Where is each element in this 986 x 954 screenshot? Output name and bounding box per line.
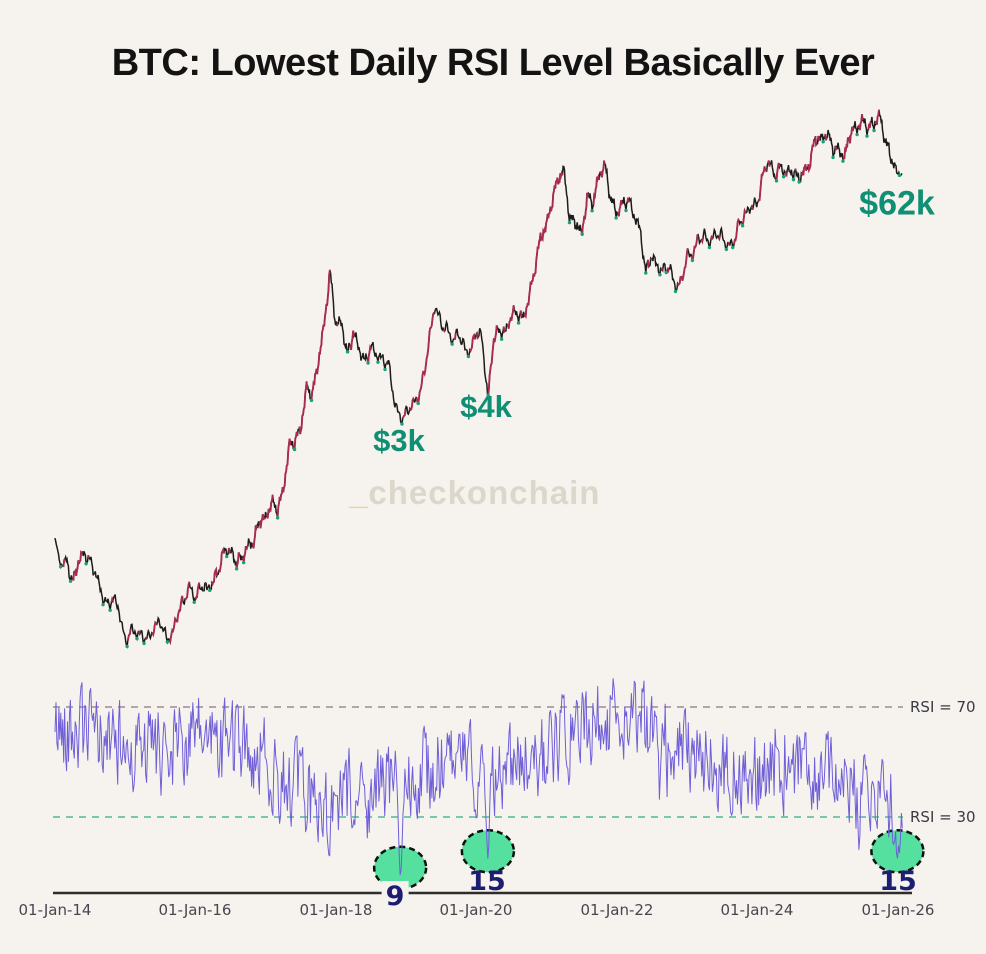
watermark: _checkonchain [349, 474, 600, 512]
rsi-line [54, 678, 903, 876]
price-annotation-4k: $4k [460, 389, 512, 424]
chart-title: BTC: Lowest Daily RSI Level Basically Ev… [111, 42, 875, 84]
rsi-low-value-2026: 15 [879, 866, 917, 897]
price-line [54, 109, 903, 649]
rsi-low-circles [372, 829, 925, 890]
rsi-low-value-2020: 15 [468, 866, 506, 897]
x-tick-2014: 01-Jan-14 [18, 901, 92, 919]
rsi-low-value-2018: 9 [381, 881, 409, 912]
rsi-70-threshold-label: RSI = 70 [910, 698, 976, 716]
watermark-text: checkonchain [368, 474, 601, 511]
watermark-underscore: _ [349, 474, 369, 511]
x-tick-2018: 01-Jan-18 [299, 901, 373, 919]
x-tick-2020: 01-Jan-20 [439, 901, 513, 919]
rsi-30-threshold-label: RSI = 30 [910, 808, 976, 826]
x-tick-2026: 01-Jan-26 [861, 901, 935, 919]
price-annotation-62k: $62k [859, 184, 935, 223]
x-tick-2022: 01-Jan-22 [580, 901, 654, 919]
rsi-threshold-lines [53, 706, 903, 818]
x-tick-2016: 01-Jan-16 [158, 901, 232, 919]
x-tick-2024: 01-Jan-24 [720, 901, 794, 919]
price-annotation-3k: $3k [373, 423, 425, 458]
